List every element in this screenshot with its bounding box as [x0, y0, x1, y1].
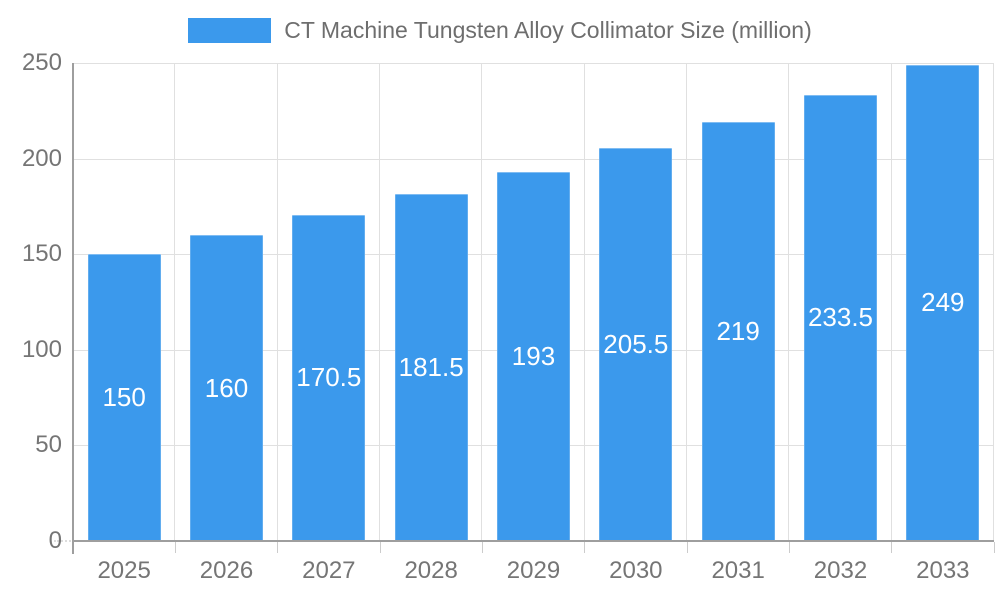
bar-value-label: 181.5 [398, 351, 464, 382]
category-tick [891, 542, 893, 553]
legend-swatch [188, 18, 272, 43]
v-gridline [788, 63, 790, 541]
bar-value-label: 219 [716, 316, 760, 347]
y-axis-line [72, 63, 74, 554]
x-tick-label: 2027 [302, 557, 356, 584]
bar: 160 [190, 235, 263, 541]
legend-label: CT Machine Tungsten Alloy Collimator Siz… [284, 17, 812, 43]
y-tick-label: 100 [21, 335, 62, 363]
y-tick-label: 200 [21, 144, 62, 172]
x-tick-label: 2032 [813, 557, 868, 584]
bar: 233.5 [804, 94, 877, 541]
y-tick-label: 50 [35, 431, 62, 459]
bar: 249 [906, 64, 980, 541]
v-gridline [686, 63, 687, 541]
bar: 170.5 [292, 215, 366, 541]
category-tick [788, 542, 790, 553]
category-tick [174, 542, 176, 553]
bar-value-label: 249 [921, 287, 965, 318]
x-tick-label: 2031 [711, 557, 765, 584]
bar: 193 [497, 171, 570, 541]
x-tick-label: 2026 [199, 557, 254, 584]
v-gridline [890, 63, 892, 541]
x-tick-label: 2025 [97, 557, 151, 584]
bar-value-label: 170.5 [296, 362, 362, 393]
v-gridline [583, 63, 585, 541]
category-tick [584, 542, 586, 553]
bar-value-label: 160 [204, 372, 249, 403]
chart-legend: CT Machine Tungsten Alloy Collimator Siz… [0, 17, 1000, 44]
h-gridline [73, 63, 994, 64]
bar-value-label: 193 [511, 340, 556, 371]
bar: 219 [701, 122, 775, 541]
v-gridline [993, 63, 994, 541]
bar-value-label: 150 [102, 382, 146, 413]
v-gridline [276, 63, 278, 541]
x-tick-label: 2029 [506, 557, 561, 584]
v-gridline [379, 63, 380, 541]
h-gridline [73, 158, 994, 160]
bar: 150 [87, 254, 161, 541]
x-axis-line [73, 540, 994, 542]
y-tick-label: 0 [48, 527, 62, 554]
y-tick-label: 250 [21, 49, 62, 76]
bar: 181.5 [394, 193, 468, 541]
x-tick-label: 2033 [916, 557, 970, 584]
x-tick-label: 2028 [404, 557, 458, 584]
zero-tick [54, 540, 71, 542]
x-tick-label: 2030 [609, 557, 663, 584]
bar-value-label: 205.5 [603, 329, 669, 360]
category-tick [686, 542, 688, 553]
bar-value-label: 233.5 [807, 302, 874, 333]
category-tick [379, 542, 381, 553]
category-tick [277, 542, 279, 553]
bar: 205.5 [599, 148, 673, 541]
v-gridline [481, 63, 483, 541]
plot-area: 150 160 170.5 181.5 193 205.5 219 233.5 249 [73, 63, 994, 541]
v-gridline [174, 63, 176, 541]
category-tick [993, 542, 995, 553]
y-tick-label: 150 [21, 240, 62, 268]
category-tick [481, 542, 483, 553]
